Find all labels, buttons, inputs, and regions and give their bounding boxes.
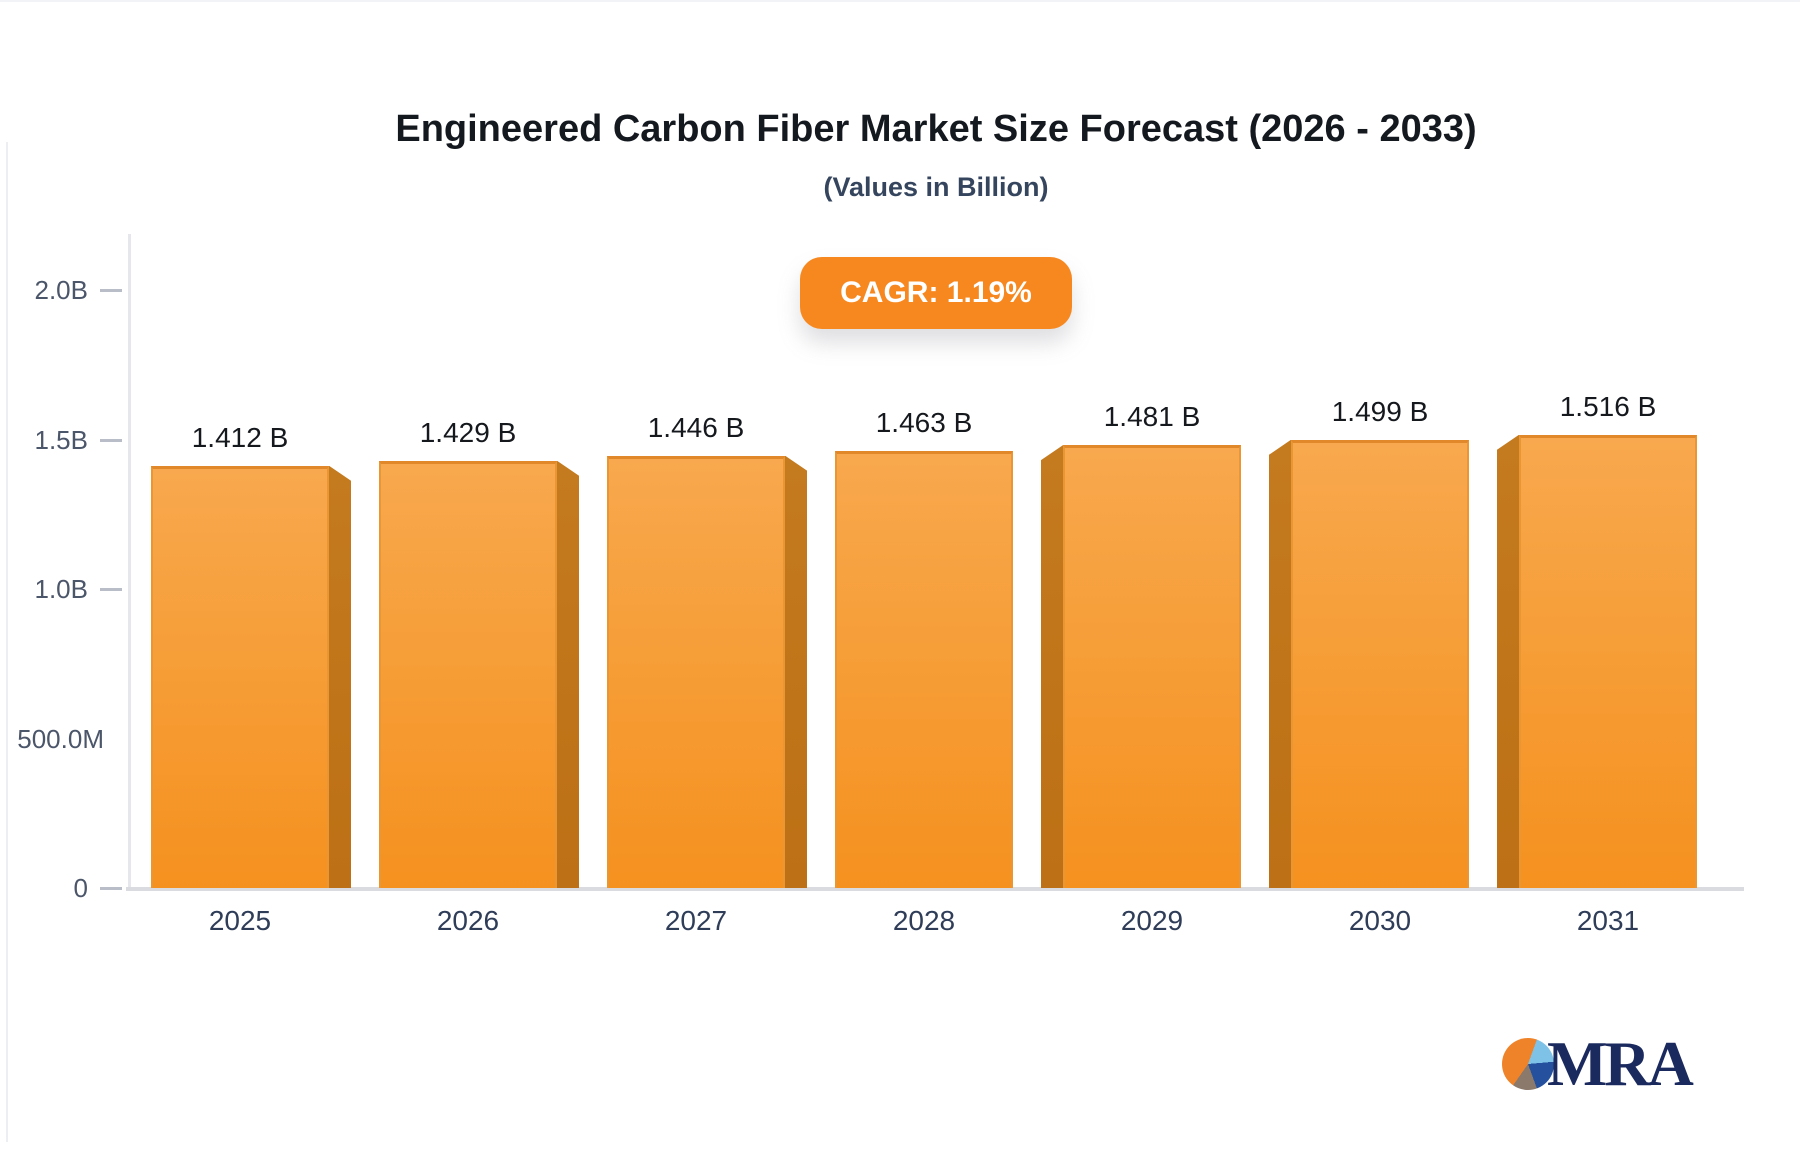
- y-tick-mark-1: [100, 438, 122, 442]
- cagr-badge-wrap: CAGR: 1.19%: [130, 257, 1742, 329]
- x-tick-label-2026: 2026: [436, 905, 500, 936]
- bar-2026: [379, 460, 557, 888]
- bar-2030-3d-side: [1269, 439, 1291, 888]
- bar-value-label-2029: 1.481 B: [1103, 401, 1201, 433]
- bar-2025-3d-side: [329, 465, 351, 888]
- x-tick-label-2027: 2027: [664, 905, 728, 936]
- bar-value-label-2028: 1.463 B: [875, 406, 973, 438]
- cagr-badge: CAGR: 1.19%: [800, 257, 1072, 329]
- logo-text: MRA: [1547, 1028, 1694, 1099]
- x-tick-label-2028: 2028: [892, 905, 956, 936]
- bar-value-label-2030: 1.499 B: [1331, 395, 1429, 427]
- bar-2025: [151, 465, 329, 888]
- bar-2031: [1519, 434, 1697, 888]
- pie-chart-logo-icon: [1502, 1038, 1554, 1090]
- y-tick-label-0: 2.0B: [34, 275, 89, 305]
- bar-2029: [1063, 445, 1241, 888]
- chart-title: Engineered Carbon Fiber Market Size Fore…: [395, 108, 1477, 150]
- y-tick-mark-0: [100, 289, 122, 292]
- x-tick-label-2030: 2030: [1348, 905, 1412, 936]
- y-tick-mark-4: [100, 887, 122, 890]
- bar-value-label-2026: 1.429 B: [419, 416, 517, 448]
- y-tick-mark-2: [100, 588, 122, 591]
- mra-logo: MRA: [1502, 1028, 1694, 1099]
- bar-value-label-2025: 1.412 B: [191, 421, 289, 453]
- y-tick-label-4: 0: [73, 873, 88, 903]
- x-tick-label-2031: 2031: [1576, 905, 1640, 936]
- bar-2028: [835, 450, 1013, 888]
- bar-2030: [1291, 439, 1469, 888]
- x-tick-label-2029: 2029: [1120, 905, 1184, 936]
- bar-2026-3d-side: [557, 460, 579, 888]
- y-axis-line: [128, 234, 131, 890]
- window-edge-line: [6, 142, 8, 1142]
- y-tick-label-3: 500.0M: [17, 723, 104, 754]
- bar-2027: [607, 455, 785, 888]
- y-tick-label-2: 1.0B: [34, 574, 89, 604]
- y-tick-label-1: 1.5B: [34, 424, 89, 455]
- bar-value-label-2031: 1.516 B: [1559, 390, 1657, 422]
- bar-2029-3d-side: [1041, 445, 1063, 888]
- x-tick-label-2025: 2025: [208, 905, 272, 936]
- bar-2027-3d-side: [785, 455, 807, 888]
- bar-value-label-2027: 1.446 B: [647, 411, 745, 443]
- chart-subtitle: (Values in Billion): [823, 172, 1049, 202]
- x-axis-line: [126, 887, 1744, 891]
- bar-2031-3d-side: [1497, 434, 1519, 888]
